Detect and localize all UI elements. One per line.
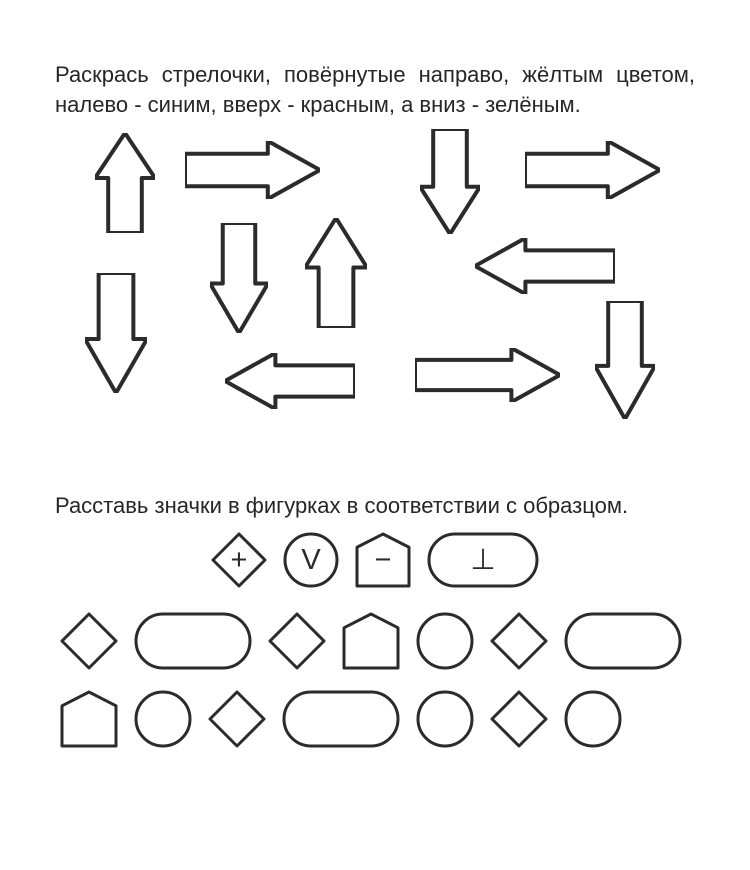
arrows-container bbox=[55, 123, 695, 443]
svg-text:−: − bbox=[375, 544, 392, 576]
svg-text:⊥: ⊥ bbox=[470, 544, 495, 576]
legend-house: − bbox=[354, 531, 412, 589]
arrow-right bbox=[415, 348, 560, 402]
shape-house bbox=[341, 611, 401, 671]
arrow-up bbox=[305, 218, 367, 328]
svg-text:+: + bbox=[231, 544, 248, 576]
shape-diamond bbox=[489, 689, 549, 749]
shape-circle bbox=[415, 689, 475, 749]
arrow-left bbox=[225, 353, 355, 409]
legend-row: + V − ⊥ bbox=[55, 531, 695, 589]
arrow-down bbox=[210, 223, 268, 333]
arrow-down bbox=[85, 273, 147, 393]
shape-diamond bbox=[489, 611, 549, 671]
arrow-down bbox=[420, 129, 480, 234]
shape-circle bbox=[133, 689, 193, 749]
arrow-left bbox=[475, 238, 615, 294]
arrow-right bbox=[185, 141, 320, 199]
shape-circle bbox=[415, 611, 475, 671]
legend-pill: ⊥ bbox=[426, 531, 540, 589]
shape-diamond bbox=[207, 689, 267, 749]
legend-circle: V bbox=[282, 531, 340, 589]
legend-diamond: + bbox=[210, 531, 268, 589]
shape-pill bbox=[563, 611, 683, 671]
arrow-up bbox=[95, 133, 155, 233]
shape-row bbox=[55, 689, 695, 749]
task2-instruction: Расставь значки в фигурках в соответстви… bbox=[55, 491, 695, 521]
shape-circle bbox=[563, 689, 623, 749]
shape-diamond bbox=[267, 611, 327, 671]
shape-pill bbox=[133, 611, 253, 671]
shape-pill bbox=[281, 689, 401, 749]
svg-text:V: V bbox=[301, 544, 321, 576]
task1-instruction: Раскрась стрелочки, повёрнутые направо, … bbox=[55, 60, 695, 119]
shape-house bbox=[59, 689, 119, 749]
shape-rows bbox=[55, 611, 695, 749]
shape-diamond bbox=[59, 611, 119, 671]
shape-row bbox=[55, 611, 695, 671]
arrow-right bbox=[525, 141, 660, 199]
arrow-down bbox=[595, 301, 655, 419]
